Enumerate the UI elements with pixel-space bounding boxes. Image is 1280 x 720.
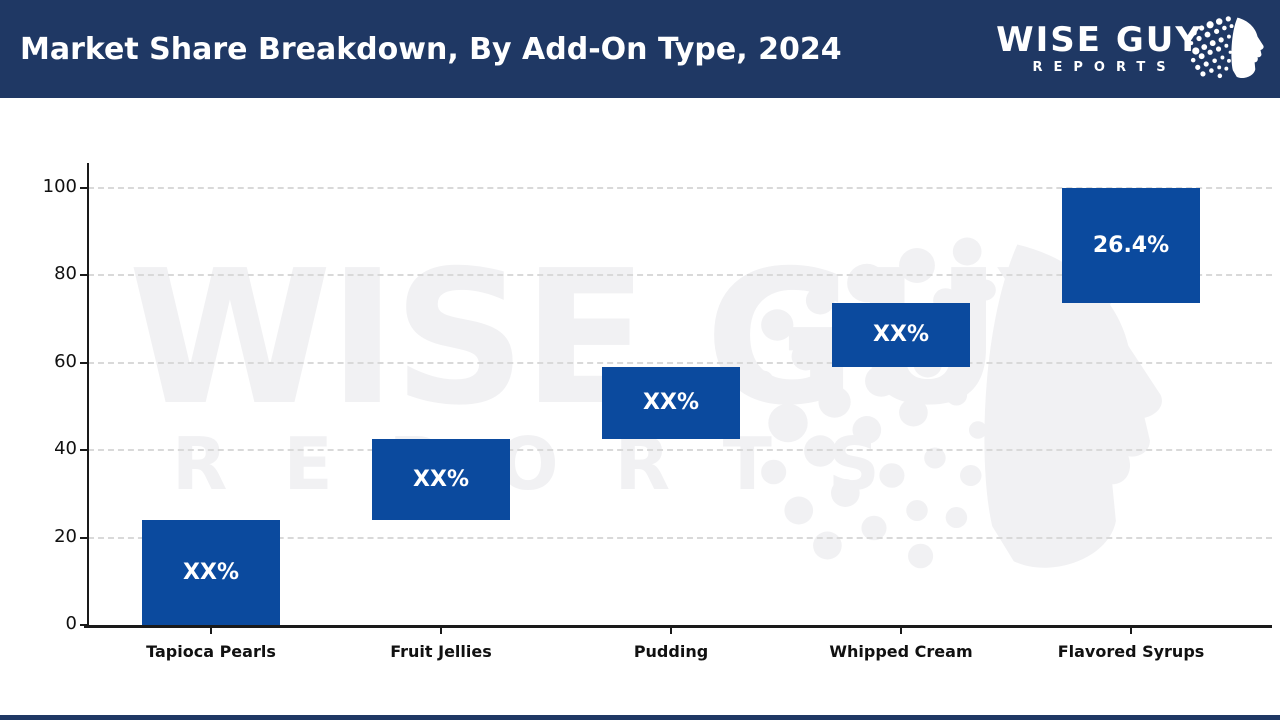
x-tick-mark-4 (1130, 628, 1132, 634)
bar-fruit-jellies: XX% (372, 439, 510, 520)
brand-logo-text: WISE GUY REPORTS (996, 19, 1202, 76)
gridline-20 (88, 536, 1272, 539)
bar-value-label: XX% (183, 560, 239, 585)
x-category-label-0: Tapioca Pearls (146, 642, 276, 661)
bar-pudding: XX% (602, 366, 740, 440)
x-tick-mark-2 (670, 628, 672, 634)
brand-logo: WISE GUY REPORTS (996, 13, 1266, 85)
x-tick-mark-1 (440, 628, 442, 634)
x-category-label-3: Whipped Cream (829, 642, 973, 661)
gridline-60 (88, 361, 1272, 364)
y-tick-mark-80 (80, 274, 87, 276)
x-category-label-1: Fruit Jellies (390, 642, 492, 661)
y-axis-line (87, 163, 89, 627)
bar-tapioca-pearls: XX% (142, 520, 280, 625)
brand-subtitle: REPORTS (1032, 60, 1177, 76)
y-tick-mark-0 (80, 624, 87, 626)
bar-value-label: 26.4% (1092, 232, 1170, 258)
gridline-80 (88, 274, 1272, 276)
y-tick-label-40: 40 (54, 438, 77, 459)
y-tick-label-60: 60 (54, 350, 77, 372)
y-tick-mark-100 (80, 186, 87, 189)
footer-bar (0, 715, 1280, 720)
x-category-label-4: Flavored Syrups (1057, 642, 1205, 661)
gridline-40 (88, 449, 1272, 451)
header-bar: Market Share Breakdown, By Add-On Type, … (0, 0, 1280, 98)
brand-name: WISE GUY (996, 19, 1202, 60)
x-category-label-2: Pudding (633, 642, 709, 661)
y-tick-mark-20 (80, 536, 87, 539)
bar-value-label: XX% (873, 322, 929, 348)
x-tick-mark-0 (210, 628, 212, 634)
y-tick-label-20: 20 (54, 525, 77, 547)
bar-whipped-cream: XX% (832, 303, 970, 367)
gridline-100 (88, 186, 1272, 189)
y-tick-label-80: 80 (54, 263, 77, 284)
y-tick-mark-40 (80, 449, 87, 451)
brand-face-icon (1189, 16, 1264, 79)
y-tick-mark-60 (80, 361, 87, 364)
y-tick-label-100: 100 (42, 175, 77, 197)
bar-flavored-syrups: 26.4% (1062, 187, 1200, 303)
x-tick-mark-3 (900, 628, 902, 634)
chart-plot-area: WISE GUY REPORTS 0 20 40 60 80 100 XX% Tapioca … (0, 98, 1280, 715)
chart-title: Market Share Breakdown, By Add-On Type, … (20, 31, 842, 67)
x-axis-line (84, 625, 1272, 628)
bar-value-label: XX% (643, 390, 699, 416)
y-tick-label-0: 0 (65, 613, 77, 634)
bar-value-label: XX% (413, 467, 469, 493)
watermark-text-line2: REPORTS (172, 422, 936, 506)
